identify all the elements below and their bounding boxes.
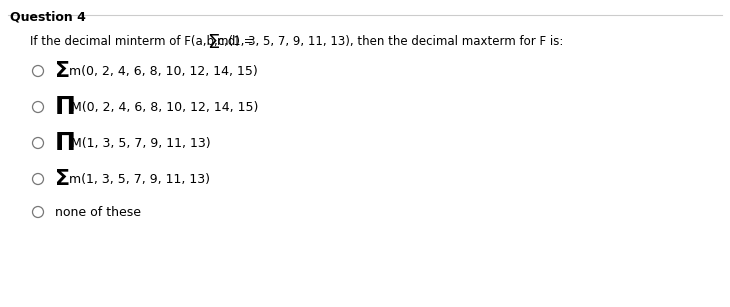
Text: Σ: Σ (55, 61, 70, 81)
Text: Π: Π (55, 95, 76, 119)
Text: m(1, 3, 5, 7, 9, 11, 13), then the decimal maxterm for F is:: m(1, 3, 5, 7, 9, 11, 13), then the decim… (218, 36, 564, 49)
Text: M(0, 2, 4, 6, 8, 10, 12, 14, 15): M(0, 2, 4, 6, 8, 10, 12, 14, 15) (71, 100, 258, 114)
Text: Question 4: Question 4 (10, 10, 86, 23)
Text: m(0, 2, 4, 6, 8, 10, 12, 14, 15): m(0, 2, 4, 6, 8, 10, 12, 14, 15) (69, 64, 258, 77)
Text: Π: Π (55, 131, 76, 155)
Text: If the decimal minterm of F(a,b,c,d) =: If the decimal minterm of F(a,b,c,d) = (30, 36, 258, 49)
Text: none of these: none of these (55, 205, 141, 219)
Text: Σ: Σ (55, 169, 70, 189)
Text: m(1, 3, 5, 7, 9, 11, 13): m(1, 3, 5, 7, 9, 11, 13) (69, 173, 210, 185)
Text: M(1, 3, 5, 7, 9, 11, 13): M(1, 3, 5, 7, 9, 11, 13) (71, 137, 211, 150)
Text: Σ: Σ (207, 33, 220, 52)
